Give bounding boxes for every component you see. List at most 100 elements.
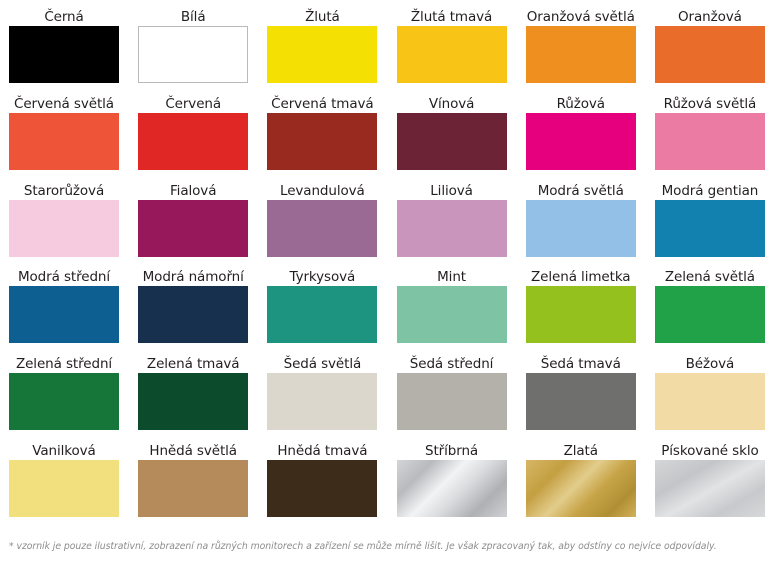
- swatch-label: Zelená střední: [15, 356, 113, 373]
- swatch-color-chip[interactable]: [9, 373, 119, 431]
- swatch-cell[interactable]: Červená světlá: [9, 93, 138, 180]
- swatch-color-chip[interactable]: [396, 26, 507, 83]
- swatch-color-chip[interactable]: [9, 286, 119, 344]
- swatch-cell[interactable]: Šedá světlá: [267, 353, 396, 440]
- swatch-cell[interactable]: Pískované sklo: [654, 440, 775, 527]
- swatch-cell[interactable]: Červená: [138, 93, 267, 180]
- swatch-cell[interactable]: Fialová: [138, 180, 267, 267]
- swatch-cell[interactable]: Béžová: [654, 353, 775, 440]
- swatch-color-chip[interactable]: [267, 112, 378, 170]
- swatch-color-chip[interactable]: [654, 112, 765, 170]
- swatch-cell[interactable]: Modrá gentian: [654, 180, 775, 267]
- swatch-color-chip[interactable]: [9, 199, 119, 257]
- swatch-label: Zelená tmavá: [146, 356, 240, 373]
- swatch-cell[interactable]: Zlatá: [525, 440, 655, 527]
- swatch-color-chip[interactable]: [9, 26, 119, 83]
- swatch-label: Mint: [437, 269, 466, 286]
- swatch-cell[interactable]: Modrá světlá: [525, 180, 655, 267]
- swatch-cell[interactable]: Bílá: [138, 6, 267, 93]
- swatch-color-chip[interactable]: [525, 112, 636, 170]
- swatch-label: Vanilková: [32, 442, 96, 459]
- swatch-color-chip[interactable]: [525, 286, 636, 344]
- swatch-cell[interactable]: Šedá tmavá: [525, 353, 655, 440]
- swatch-color-chip[interactable]: [396, 459, 507, 517]
- swatch-label: Růžová světlá: [663, 95, 757, 112]
- swatch-color-chip[interactable]: [267, 199, 378, 257]
- swatch-label: Hnědá tmavá: [277, 442, 368, 459]
- swatch-color-chip[interactable]: [267, 286, 378, 344]
- swatch-cell[interactable]: Šedá střední: [396, 353, 526, 440]
- swatch-label: Černá: [44, 9, 84, 25]
- swatch-cell[interactable]: Starorůžová: [9, 180, 138, 267]
- swatch-label: Modrá námořní: [142, 269, 244, 286]
- swatch-cell[interactable]: Zelená limetka: [525, 266, 655, 353]
- swatch-cell[interactable]: Modrá střední: [9, 266, 138, 353]
- swatch-cell[interactable]: Hnědá světlá: [138, 440, 267, 527]
- swatch-label: Liliová: [430, 182, 473, 199]
- swatch-color-chip[interactable]: [396, 112, 507, 170]
- swatch-cell[interactable]: Modrá námořní: [138, 266, 267, 353]
- swatch-color-chip[interactable]: [9, 459, 119, 517]
- swatch-color-chip[interactable]: [396, 286, 507, 344]
- swatch-label: Červená: [165, 95, 222, 112]
- swatch-cell[interactable]: Růžová: [525, 93, 655, 180]
- swatch-cell[interactable]: Tyrkysová: [267, 266, 396, 353]
- swatch-color-chip[interactable]: [525, 459, 636, 517]
- swatch-cell[interactable]: Vínová: [396, 93, 526, 180]
- swatch-label: Tyrkysová: [289, 269, 356, 286]
- swatch-label: Modrá světlá: [537, 182, 624, 199]
- swatch-color-chip[interactable]: [138, 199, 249, 257]
- swatch-color-chip[interactable]: [654, 199, 765, 257]
- swatch-label: Starorůžová: [23, 182, 105, 199]
- swatch-color-chip[interactable]: [525, 373, 636, 431]
- swatch-color-chip[interactable]: [654, 373, 765, 431]
- swatch-cell[interactable]: Žlutá: [267, 6, 396, 93]
- swatch-label: Levandulová: [280, 182, 365, 199]
- swatch-cell[interactable]: Liliová: [396, 180, 526, 267]
- swatch-cell[interactable]: Vanilková: [9, 440, 138, 527]
- swatch-color-chip[interactable]: [654, 459, 765, 517]
- swatch-label: Oranžová: [678, 9, 742, 25]
- swatch-label: Stříbrná: [425, 442, 479, 459]
- swatch-color-chip[interactable]: [396, 199, 507, 257]
- swatch-color-chip[interactable]: [9, 112, 119, 170]
- swatch-color-chip[interactable]: [138, 26, 249, 83]
- swatch-label: Šedá střední: [409, 356, 494, 373]
- swatch-color-chip[interactable]: [267, 26, 378, 83]
- swatch-color-chip[interactable]: [396, 373, 507, 431]
- swatch-cell[interactable]: Černá: [9, 6, 138, 93]
- swatch-cell[interactable]: Oranžová: [654, 6, 775, 93]
- swatch-label: Vínová: [428, 95, 475, 112]
- swatch-label: Červená tmavá: [271, 95, 374, 112]
- swatch-color-chip[interactable]: [525, 26, 636, 83]
- swatch-cell[interactable]: Hnědá tmavá: [267, 440, 396, 527]
- swatch-label: Pískované sklo: [661, 442, 759, 459]
- swatch-color-chip[interactable]: [267, 459, 378, 517]
- swatch-cell[interactable]: Zelená světlá: [654, 266, 775, 353]
- swatch-color-chip[interactable]: [138, 286, 249, 344]
- swatch-color-chip[interactable]: [654, 26, 765, 83]
- swatch-cell[interactable]: Oranžová světlá: [525, 6, 655, 93]
- swatch-color-chip[interactable]: [138, 112, 249, 170]
- swatch-color-chip[interactable]: [654, 286, 765, 344]
- swatch-label: Hnědá světlá: [149, 442, 237, 459]
- swatch-cell[interactable]: Růžová světlá: [654, 93, 775, 180]
- swatch-cell[interactable]: Stříbrná: [396, 440, 526, 527]
- swatch-cell[interactable]: Zelená tmavá: [138, 353, 267, 440]
- swatch-label: Šedá světlá: [283, 356, 362, 373]
- swatch-color-chip[interactable]: [525, 199, 636, 257]
- swatch-label: Růžová: [556, 95, 605, 112]
- swatch-label: Zelená světlá: [664, 269, 755, 286]
- swatch-label: Bílá: [180, 9, 206, 25]
- swatch-label: Šedá tmavá: [540, 356, 621, 373]
- swatch-color-chip[interactable]: [267, 373, 378, 431]
- swatch-color-chip[interactable]: [138, 459, 249, 517]
- swatch-cell[interactable]: Mint: [396, 266, 526, 353]
- swatch-cell[interactable]: Červená tmavá: [267, 93, 396, 180]
- swatch-cell[interactable]: Žlutá tmavá: [396, 6, 526, 93]
- swatch-color-chip[interactable]: [138, 373, 249, 431]
- swatch-cell[interactable]: Zelená střední: [9, 353, 138, 440]
- swatch-label: Fialová: [169, 182, 217, 199]
- swatch-cell[interactable]: Levandulová: [267, 180, 396, 267]
- swatch-label: Modrá gentian: [661, 182, 759, 199]
